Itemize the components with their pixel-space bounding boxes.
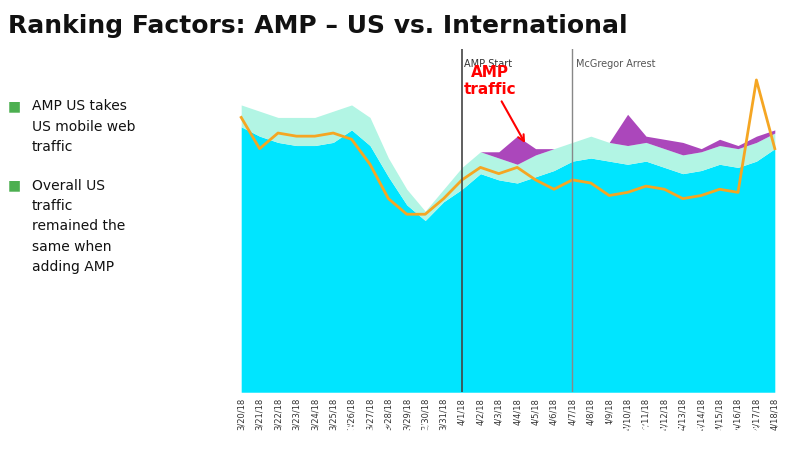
Text: ⌕: ⌕	[21, 419, 35, 443]
Text: ■: ■	[8, 178, 21, 192]
Text: McGregor Arrest: McGregor Arrest	[576, 59, 655, 69]
Text: US mobile web: US mobile web	[32, 120, 135, 133]
Text: same when: same when	[32, 239, 111, 253]
Text: @jeffreypreston: @jeffreypreston	[598, 422, 762, 440]
Text: adding AMP: adding AMP	[32, 259, 114, 273]
Text: AMP US takes: AMP US takes	[32, 99, 127, 113]
Text: AMP Start: AMP Start	[464, 59, 512, 69]
Text: SMX: SMX	[77, 421, 115, 436]
Text: SEARCH
MARKETING
EXPO: SEARCH MARKETING EXPO	[80, 434, 112, 451]
Text: ■: ■	[8, 99, 21, 113]
Text: Overall US: Overall US	[32, 178, 105, 192]
Text: #SMX #11A: #SMX #11A	[345, 422, 455, 440]
Text: traffic: traffic	[32, 198, 74, 212]
Text: AMP
traffic: AMP traffic	[463, 64, 524, 142]
Text: remained the: remained the	[32, 219, 126, 233]
Text: Ranking Factors: AMP – US vs. International: Ranking Factors: AMP – US vs. Internatio…	[8, 14, 628, 37]
Text: traffic: traffic	[32, 140, 74, 154]
